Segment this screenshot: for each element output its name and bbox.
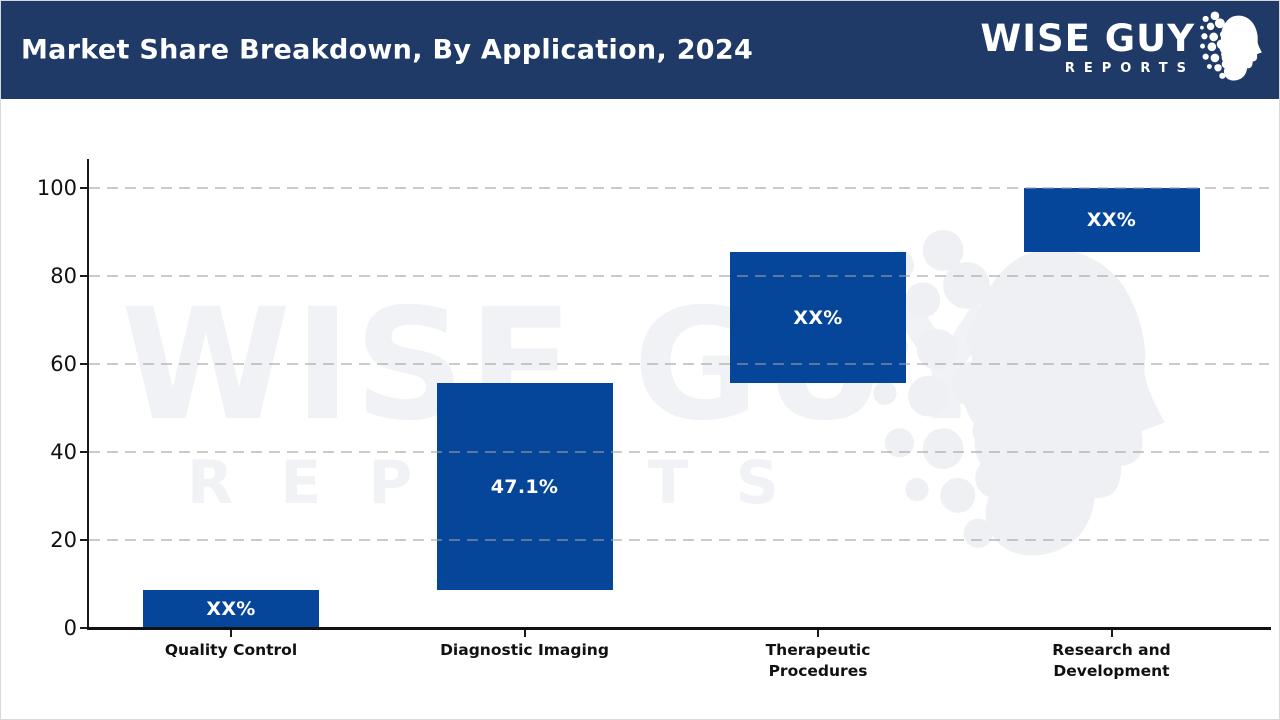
x-tick-diagnostic-imaging [523,630,526,637]
y-tick-label-40: 40 [50,440,77,464]
y-tick-0 [80,627,88,629]
y-tick-label-100: 100 [36,176,77,200]
y-tick-label-60: 60 [50,352,77,376]
dotted-head-logo-icon [1200,11,1262,81]
x-category-label-therapeutic-procedures: Therapeutic Procedures [765,641,871,681]
bar-value-label-therapeutic-procedures: XX% [793,306,843,329]
bar-value-label-quality-control: XX% [206,598,256,621]
y-tick-label-80: 80 [50,264,77,288]
y-tick-label-0: 0 [63,616,77,640]
header-bar: Market Share Breakdown, By Application, … [1,1,1279,99]
x-category-label-diagnostic-imaging: Diagnostic Imaging [440,641,609,659]
bar-quality-control: XX% [143,590,319,628]
bar-research-and-development: XX% [1023,188,1200,253]
bar-diagnostic-imaging: 47.1% [436,382,613,591]
x-category-label-research-and-development: Research and Development [1052,641,1171,681]
y-tick-100 [80,187,88,189]
y-axis-line [87,159,89,630]
x-axis-line [87,627,1271,630]
y-tick-label-20: 20 [50,528,77,552]
page-title: Market Share Breakdown, By Application, … [21,34,754,66]
brand-subtitle: REPORTS [1064,61,1195,77]
y-tick-20 [80,539,88,541]
bar-therapeutic-procedures: XX% [730,252,906,383]
y-tick-80 [80,275,88,277]
x-tick-therapeutic-procedures [817,630,819,637]
bar-value-label-diagnostic-imaging: 47.1% [490,475,559,498]
x-tick-quality-control [230,630,232,637]
brand-name: WISE GUY [980,16,1195,60]
bar-value-label-research-and-development: XX% [1086,209,1137,232]
brand-logo-text: WISE GUY REPORTS [980,16,1195,77]
y-tick-40 [80,451,88,453]
x-tick-research-and-development [1110,630,1113,637]
y-tick-60 [80,363,88,365]
brand-logo: WISE GUY REPORTS [980,10,1265,86]
x-category-label-quality-control: Quality Control [164,641,298,659]
